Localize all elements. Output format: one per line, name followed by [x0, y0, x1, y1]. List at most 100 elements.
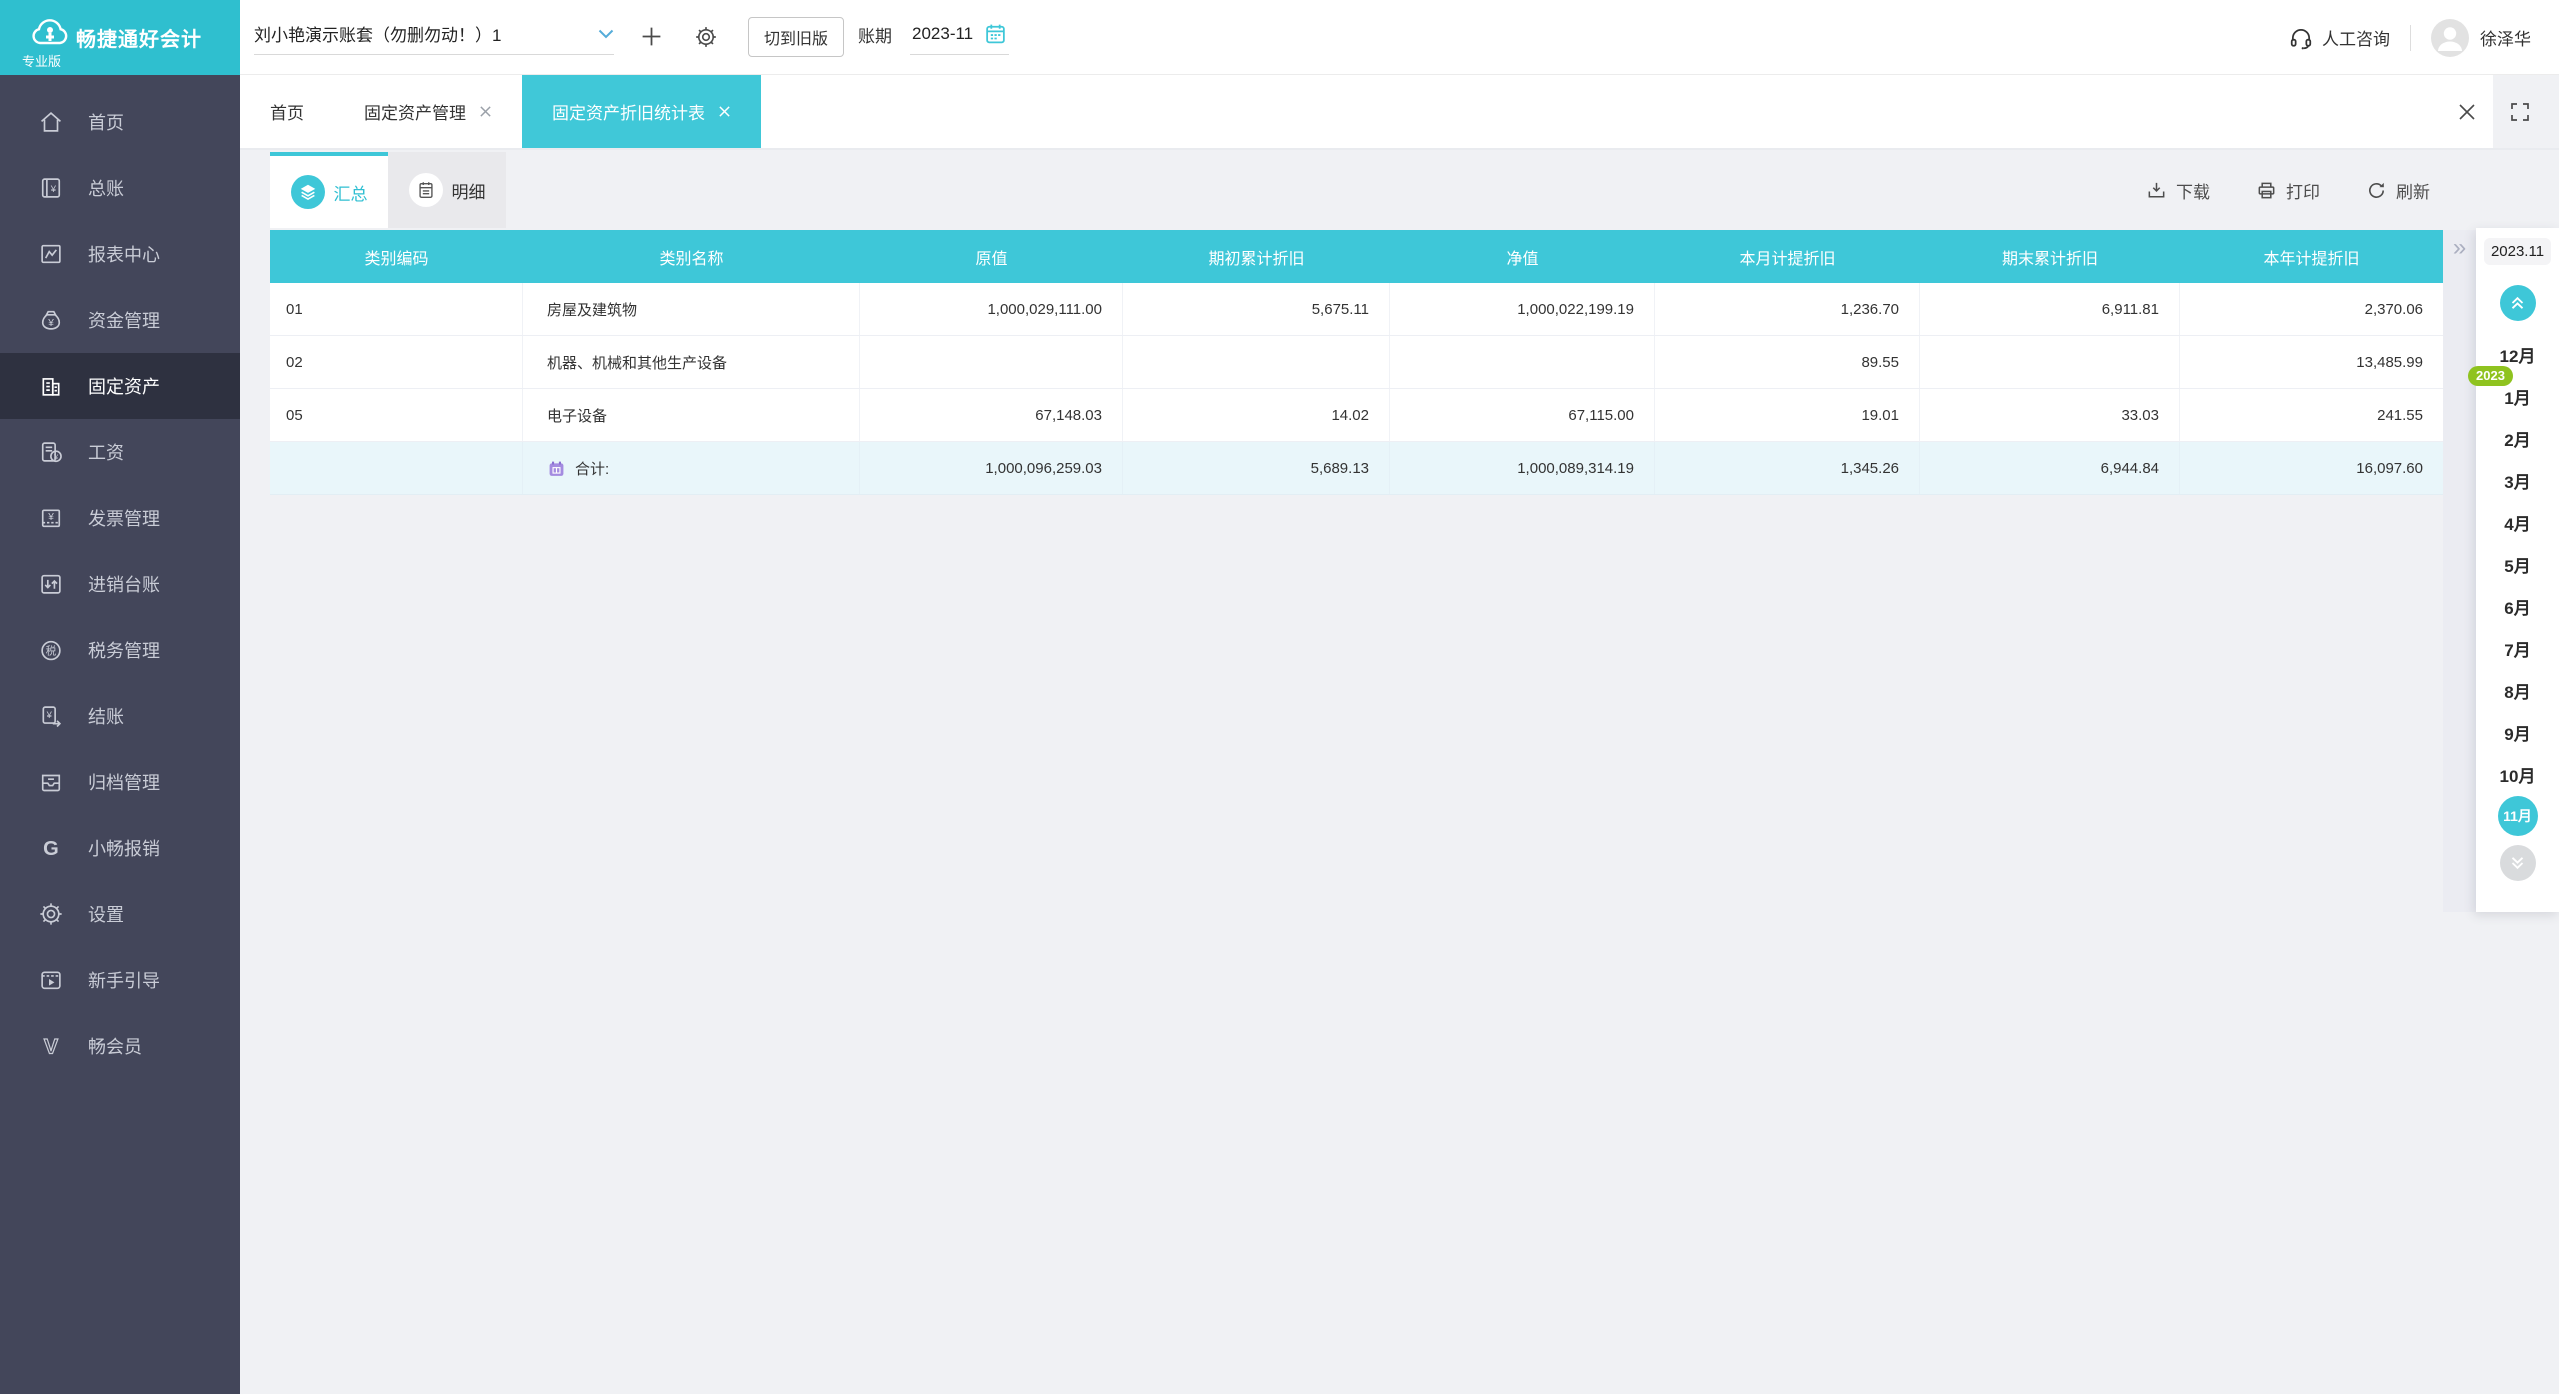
month-list: 2023 12月 1月 2月 3月 4月 5月 6月 7月 8月 9月 10月 …: [2468, 333, 2559, 837]
salary-doc-icon: ¥: [41, 442, 62, 463]
month-item[interactable]: 8月: [2504, 682, 2531, 702]
sidebar-item-member[interactable]: V 畅会员: [0, 1013, 240, 1079]
double-chevron-down-icon: [2511, 857, 2524, 870]
add-account-button[interactable]: [640, 25, 663, 51]
sidebar: 首页 ¥ 总账 报表中心 ¥ 资金管理 固定资产 ¥ 工资 ¥ 发票管理 进销台…: [0, 75, 240, 1394]
month-item[interactable]: 1月: [2504, 388, 2531, 408]
main-content: 首页 固定资产管理 固定资产折旧统计表: [240, 75, 2559, 1394]
double-chevron-up-icon: [2511, 296, 2524, 309]
close-icon: [2459, 103, 2475, 120]
sidebar-item-fixed-assets[interactable]: 固定资产: [0, 353, 240, 419]
download-icon: [2148, 182, 2165, 197]
download-button[interactable]: 下载: [2146, 178, 2210, 203]
sidebar-item-tax[interactable]: 税 税务管理: [0, 617, 240, 683]
current-period-chip: 2023.11: [2483, 238, 2552, 265]
close-tab-icon[interactable]: [718, 105, 731, 118]
avatar[interactable]: [2431, 18, 2469, 57]
svg-text:¥: ¥: [50, 184, 57, 195]
svg-text:V: V: [44, 1035, 59, 1059]
total-label: 合计:: [575, 460, 610, 478]
sidebar-item-report-center[interactable]: 报表中心: [0, 221, 240, 287]
username[interactable]: 徐泽华: [2480, 30, 2531, 49]
table-row: 01 房屋及建筑物 1,000,029,111.00 5,675.11 1,00…: [270, 283, 2443, 336]
layers-icon: [290, 175, 325, 209]
accounting-period: 账期 2023-11: [858, 13, 1010, 55]
sidebar-item-general-ledger[interactable]: ¥ 总账: [0, 155, 240, 221]
toolbar-actions: 下载 打印 刷新: [2146, 152, 2430, 228]
sidebar-item-beginner-guide[interactable]: 新手引导: [0, 947, 240, 1013]
ledger-icon: ¥: [41, 178, 61, 198]
period-selector[interactable]: 2023-11: [910, 13, 1010, 55]
period-panel-gutter: »: [2443, 230, 2476, 912]
tab-depreciation-statistics[interactable]: 固定资产折旧统计表: [522, 75, 761, 148]
month-item[interactable]: 4月: [2504, 514, 2531, 534]
print-button[interactable]: 打印: [2256, 178, 2320, 203]
period-label: 账期: [858, 26, 892, 46]
summary-subtab[interactable]: 汇总: [270, 152, 388, 228]
live-support-label: 人工咨询: [2322, 30, 2390, 49]
month-item[interactable]: 2月: [2504, 430, 2531, 450]
sidebar-item-purchase-sale-ledger[interactable]: 进销台账: [0, 551, 240, 617]
expand-icon: [2511, 102, 2529, 121]
sidebar-item-home[interactable]: 首页: [0, 89, 240, 155]
divider: [2410, 24, 2411, 51]
sidebar-item-settings[interactable]: 设置: [0, 881, 240, 947]
close-tab-icon[interactable]: [479, 105, 492, 118]
tab-fixed-asset-management[interactable]: 固定资产管理: [334, 75, 522, 148]
year-badge: 2023: [2468, 366, 2513, 386]
tax-stamp-icon: 税: [41, 640, 61, 661]
headset-icon: [2289, 26, 2313, 50]
table-row: 05 电子设备 67,148.03 14.02 67,115.00 19.01 …: [270, 389, 2443, 442]
brand-logo: 畅捷通好会计 专业版: [0, 0, 240, 75]
month-item[interactable]: 10月: [2499, 766, 2536, 786]
building-icon: [42, 378, 60, 396]
sidebar-item-invoice[interactable]: ¥ 发票管理: [0, 485, 240, 551]
month-item[interactable]: 3月: [2504, 472, 2531, 492]
brand-edition: 专业版: [22, 54, 62, 69]
invoice-icon: ¥: [41, 509, 61, 528]
refresh-icon: [2369, 182, 2384, 198]
collapse-panel-icon[interactable]: »: [2452, 234, 2467, 261]
tab-home[interactable]: 首页: [270, 104, 304, 123]
home-icon: [41, 112, 61, 132]
tabbar-right: [2441, 75, 2559, 148]
sidebar-item-funds[interactable]: ¥ 资金管理: [0, 287, 240, 353]
sidebar-item-closing[interactable]: ¥ 结账: [0, 683, 240, 749]
live-support-link[interactable]: 人工咨询: [2289, 25, 2390, 50]
cloud-logo-icon: [28, 13, 72, 62]
close-all-button[interactable]: [2441, 75, 2493, 148]
video-guide-icon: [41, 971, 61, 990]
fullscreen-button[interactable]: [2509, 101, 2531, 123]
svg-text:税: 税: [46, 644, 57, 657]
account-name: 刘小艳演示账套（勿删勿动！）1: [254, 26, 502, 45]
svg-text:¥: ¥: [54, 452, 59, 461]
scroll-months-up-button[interactable]: [2499, 285, 2536, 321]
closing-pages-icon: ¥: [42, 706, 62, 728]
sidebar-item-salary[interactable]: ¥ 工资: [0, 419, 240, 485]
xiaochang-logo-icon: G: [43, 838, 59, 860]
sidebar-item-xiaochang-expense[interactable]: G 小畅报销: [0, 815, 240, 881]
switch-old-version-button[interactable]: 切到旧版: [748, 17, 845, 57]
month-item[interactable]: 9月: [2504, 724, 2531, 744]
refresh-button[interactable]: 刷新: [2366, 178, 2430, 203]
scroll-months-down-button[interactable]: [2499, 845, 2536, 881]
month-item[interactable]: 5月: [2504, 556, 2531, 576]
period-panel: 2023.11 2023 12月 1月 2月 3月 4月 5月 6月 7月 8月…: [2468, 228, 2559, 912]
detail-subtab[interactable]: 明细: [388, 152, 506, 228]
month-item-selected[interactable]: 11月: [2476, 795, 2559, 837]
brand-name: 畅捷通好会计: [76, 29, 202, 51]
vip-member-icon: V: [43, 1034, 59, 1059]
month-item[interactable]: 6月: [2504, 598, 2531, 618]
printer-icon: [2258, 182, 2275, 198]
settings-gear-icon[interactable]: [694, 25, 718, 52]
calendar-icon: [984, 22, 1007, 45]
table-row: 02 机器、机械和其他生产设备 89.55 13,485.99: [270, 336, 2443, 389]
month-item[interactable]: 12月: [2499, 346, 2536, 366]
month-item[interactable]: 7月: [2504, 640, 2531, 660]
sidebar-item-archive[interactable]: 归档管理: [0, 749, 240, 815]
view-switcher: 汇总 明细: [270, 152, 506, 228]
svg-text:¥: ¥: [46, 710, 53, 721]
topbar-right: 人工咨询 徐泽华: [2289, 0, 2531, 75]
account-selector[interactable]: 刘小艳演示账套（勿删勿动！）1: [254, 13, 614, 55]
